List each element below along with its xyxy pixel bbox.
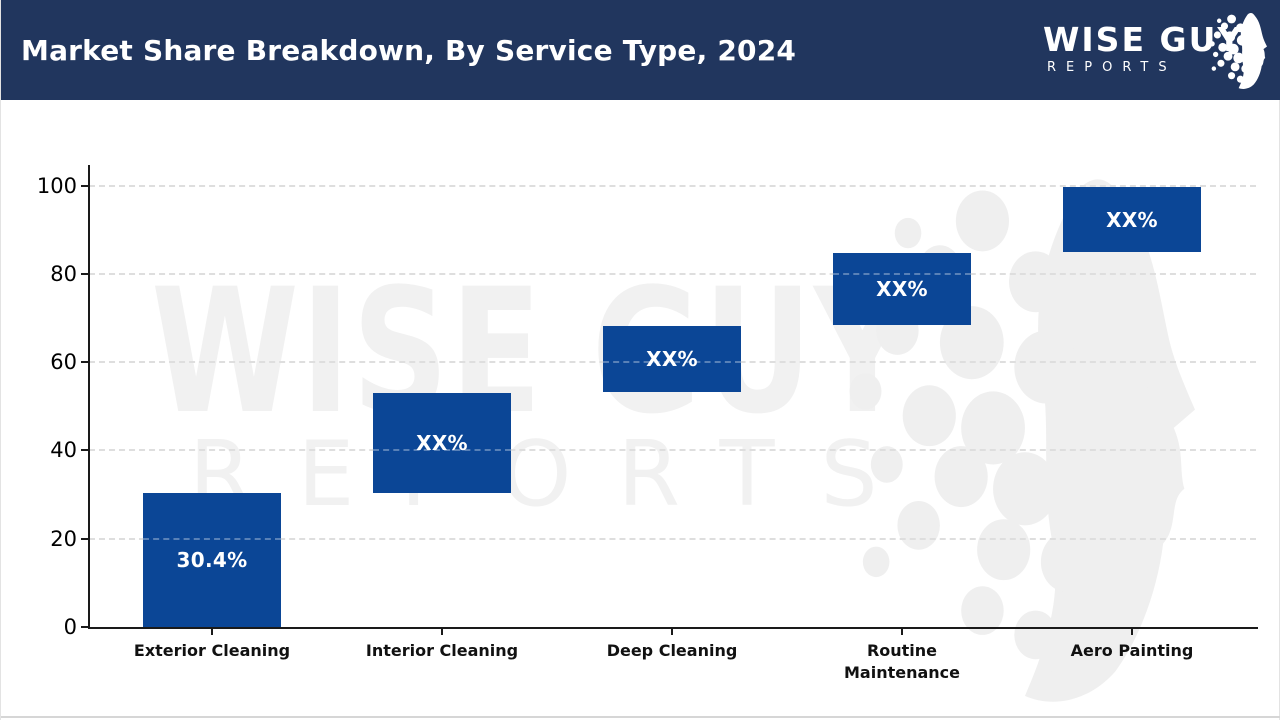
bar-deep-cleaning: XX% xyxy=(603,325,741,393)
x-tick-routine-maintenance xyxy=(901,627,903,635)
bar-exterior-cleaning: 30.4% xyxy=(143,492,281,627)
y-tick-label-100: 100 xyxy=(36,173,77,198)
bar-value-label-deep-cleaning: XX% xyxy=(646,347,698,371)
y-tick-label-20: 20 xyxy=(50,526,77,551)
bar-gridline-overlay xyxy=(373,449,511,452)
bar-routine-maintenance: XX% xyxy=(833,253,971,325)
logo-reports-text: REPORTS xyxy=(1047,60,1177,76)
y-tick-label-60: 60 xyxy=(50,350,77,375)
logo-face-dots-icon xyxy=(1208,12,1267,89)
gridline-y-100 xyxy=(89,184,1256,187)
y-axis-line xyxy=(88,165,90,627)
bar-value-label-interior-cleaning: XX% xyxy=(416,430,468,455)
gridline-y-40 xyxy=(89,449,1256,452)
x-tick-exterior-cleaning xyxy=(211,627,213,635)
y-tick-80 xyxy=(81,272,89,275)
bar-gridline-overlay xyxy=(833,272,971,275)
wise-guy-reports-logo: WISE GUY REPORTS xyxy=(1015,6,1267,94)
y-tick-20 xyxy=(81,537,89,540)
x-tick-label-exterior-cleaning: Exterior Cleaning xyxy=(133,641,291,660)
y-tick-label-80: 80 xyxy=(50,261,77,286)
bar-value-label-routine-maintenance: XX% xyxy=(876,277,928,302)
logo-text: WISE GUY REPORTS xyxy=(1043,20,1244,76)
header-bar: Market Share Breakdown, By Service Type,… xyxy=(1,0,1280,100)
x-tick-label-interior-cleaning: Interior Cleaning xyxy=(365,641,519,660)
x-tick-aero-painting xyxy=(1131,627,1133,635)
bottom-divider-line xyxy=(1,716,1280,718)
bar-gridline-overlay xyxy=(143,537,281,540)
y-tick-40 xyxy=(81,449,89,452)
logo-wise-guy-text: WISE GUY xyxy=(1043,20,1244,59)
y-tick-label-40: 40 xyxy=(50,438,77,463)
x-tick-label-routine-maintenance: Routine Maintenance xyxy=(843,641,960,682)
gridline-y-20 xyxy=(89,537,1256,540)
y-tick-100 xyxy=(81,184,89,187)
x-tick-label-aero-painting: Aero Painting xyxy=(1070,641,1194,660)
gridline-y-80 xyxy=(89,272,1256,275)
bar-value-label-exterior-cleaning: 30.4% xyxy=(176,547,248,572)
x-tick-interior-cleaning xyxy=(441,627,443,635)
bar-aero-painting: XX% xyxy=(1063,187,1201,253)
chart-title: Market Share Breakdown, By Service Type,… xyxy=(21,33,797,67)
bar-gridline-overlay xyxy=(603,361,741,364)
bar-interior-cleaning: XX% xyxy=(373,393,511,493)
y-tick-0 xyxy=(81,626,89,628)
y-tick-label-0: 0 xyxy=(63,615,77,639)
y-tick-60 xyxy=(81,361,89,364)
x-axis-line xyxy=(88,627,1258,629)
x-tick-label-deep-cleaning: Deep Cleaning xyxy=(606,641,738,660)
bar-value-label-aero-painting: XX% xyxy=(1106,207,1158,232)
x-tick-deep-cleaning xyxy=(671,627,673,635)
